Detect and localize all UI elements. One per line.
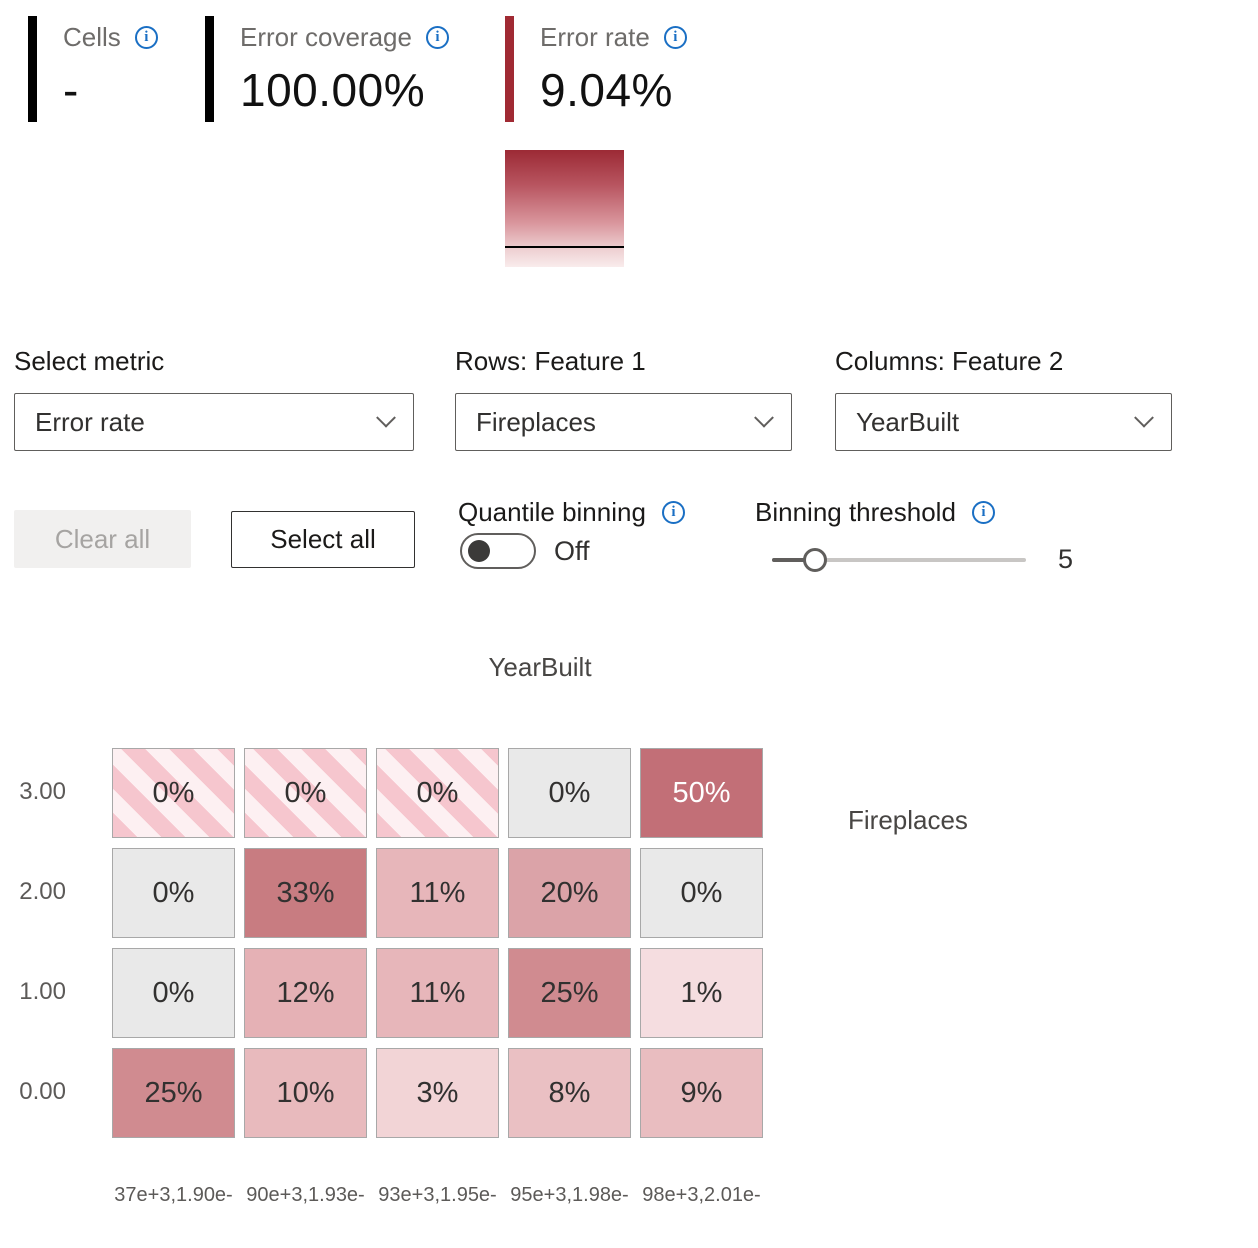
heatmap-cell[interactable]: 0% [112, 948, 235, 1038]
heatmap-y-axis-title: Fireplaces [848, 805, 968, 835]
heatmap-cell[interactable]: 0% [508, 748, 631, 838]
heatmap-col-label: 93e+3,1.95e- [378, 1184, 497, 1206]
heatmap-cell[interactable]: 25% [508, 948, 631, 1038]
info-icon[interactable]: i [971, 501, 995, 524]
slider-active-track [772, 558, 816, 562]
info-icon[interactable]: i [663, 26, 687, 49]
quantile-binning-toggle-row: Off [460, 533, 590, 569]
binning-threshold-value: 5 [1058, 544, 1074, 574]
toggle-knob [468, 540, 490, 562]
rows-feature-field: Rows: Feature 1 Fireplaces [455, 346, 792, 451]
heatmap-cell[interactable]: 0% [112, 748, 235, 838]
metric-card-cells: Cells i - [28, 16, 158, 122]
heatmap-row-label: 3.00 [19, 778, 66, 805]
heatmap-cell[interactable]: 11% [376, 948, 499, 1038]
heatmap-col-label: 90e+3,1.93e- [246, 1184, 365, 1206]
error-rate-metric-value: 9.04% [540, 64, 673, 116]
heatmap-cell[interactable]: 25% [112, 1048, 235, 1138]
error-coverage-metric-label: Error coverage [240, 22, 412, 52]
cols-feature-value: YearBuilt [856, 406, 960, 437]
rows-feature-value: Fireplaces [476, 406, 596, 437]
quantile-binning-state: Off [554, 535, 590, 566]
rows-feature-dropdown[interactable]: Fireplaces [455, 393, 792, 451]
clear-all-button[interactable]: Clear all [14, 510, 191, 568]
select-metric-field: Select metric Error rate [14, 346, 414, 451]
cols-feature-dropdown[interactable]: YearBuilt [835, 393, 1172, 451]
info-icon[interactable]: i [661, 501, 685, 524]
error-rate-metric-bar [505, 16, 514, 122]
heatmap-row-label: 0.00 [19, 1078, 66, 1105]
rows-feature-label: Rows: Feature 1 [455, 346, 646, 376]
error-rate-metric-label: Error rate [540, 22, 650, 52]
slider-track[interactable] [772, 558, 1026, 562]
heatmap-col-label: 37e+3,1.90e- [114, 1184, 233, 1206]
chevron-down-icon [376, 407, 396, 428]
heatmap-cell[interactable]: 9% [640, 1048, 763, 1138]
heatmap-cell[interactable]: 8% [508, 1048, 631, 1138]
heatmap-col-label: 95e+3,1.98e- [510, 1184, 629, 1206]
heatmap-cell[interactable]: 0% [376, 748, 499, 838]
heatmap-grid: 0% 0% 0% 0% 50% 0% 33% 11% 20% 0% 0% 12%… [112, 748, 763, 1138]
cols-feature-label: Columns: Feature 2 [835, 346, 1064, 376]
metric-card-error-coverage: Error coverage i 100.00% [205, 16, 449, 122]
quantile-binning-label: Quantile binning [458, 497, 646, 527]
heatmap-row-label: 2.00 [19, 878, 66, 905]
slider-thumb[interactable] [803, 548, 827, 572]
binning-threshold-label: Binning threshold [755, 497, 956, 527]
chevron-down-icon [1134, 407, 1154, 428]
cells-metric-value: - [63, 64, 79, 116]
error-rate-color-legend [505, 150, 624, 267]
binning-threshold-slider[interactable] [772, 546, 1026, 574]
heatmap-x-axis-title: YearBuilt [488, 652, 592, 682]
heatmap-cell[interactable]: 0% [640, 848, 763, 938]
quantile-binning-label-row: Quantile binning i [458, 497, 685, 528]
heatmap-cell[interactable]: 0% [244, 748, 367, 838]
chevron-down-icon [754, 407, 774, 428]
heatmap-cell[interactable]: 50% [640, 748, 763, 838]
cols-feature-field: Columns: Feature 2 YearBuilt [835, 346, 1172, 451]
heatmap-cell[interactable]: 12% [244, 948, 367, 1038]
heatmap-cell[interactable]: 1% [640, 948, 763, 1038]
heatmap-cell[interactable]: 0% [112, 848, 235, 938]
heatmap-cell[interactable]: 20% [508, 848, 631, 938]
info-icon[interactable]: i [425, 26, 449, 49]
select-all-button[interactable]: Select all [231, 511, 415, 568]
heatmap-row-label: 1.00 [19, 978, 66, 1005]
heatmap-cell[interactable]: 11% [376, 848, 499, 938]
heatmap-cell[interactable]: 33% [244, 848, 367, 938]
legend-threshold-line [505, 245, 624, 248]
select-metric-label: Select metric [14, 346, 165, 376]
quantile-binning-toggle[interactable] [460, 533, 536, 569]
select-metric-dropdown[interactable]: Error rate [14, 393, 414, 451]
metric-card-error-rate: Error rate i 9.04% [505, 16, 687, 122]
info-icon[interactable]: i [134, 26, 158, 49]
error-coverage-metric-bar [205, 16, 214, 122]
heatmap-col-label: 98e+3,2.01e- [642, 1184, 761, 1206]
cells-metric-label: Cells [63, 22, 121, 52]
binning-threshold-label-row: Binning threshold i [755, 497, 995, 528]
heatmap-cell[interactable]: 3% [376, 1048, 499, 1138]
cells-metric-bar [28, 16, 37, 122]
error-coverage-metric-value: 100.00% [240, 64, 426, 116]
heatmap-cell[interactable]: 10% [244, 1048, 367, 1138]
select-metric-value: Error rate [35, 406, 145, 437]
